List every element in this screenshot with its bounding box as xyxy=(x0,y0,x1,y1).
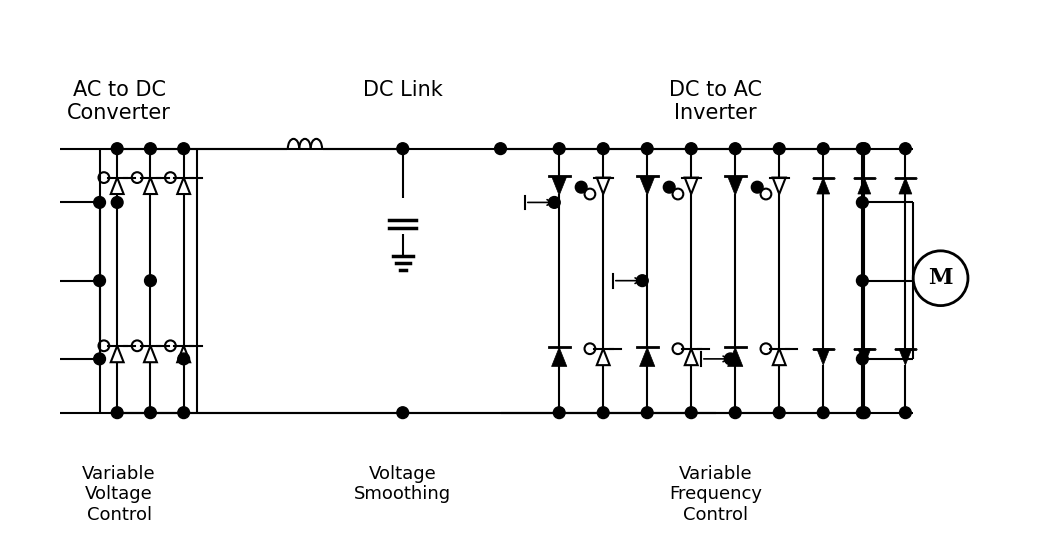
Circle shape xyxy=(495,143,506,155)
Circle shape xyxy=(145,143,156,155)
Circle shape xyxy=(553,143,565,155)
Circle shape xyxy=(145,407,156,418)
Circle shape xyxy=(899,143,912,155)
Circle shape xyxy=(111,143,123,155)
Circle shape xyxy=(636,275,649,287)
Circle shape xyxy=(856,407,868,418)
Circle shape xyxy=(685,407,697,418)
Circle shape xyxy=(773,143,785,155)
Circle shape xyxy=(93,353,106,365)
Circle shape xyxy=(724,353,736,365)
Polygon shape xyxy=(816,349,830,365)
Polygon shape xyxy=(639,347,655,366)
Text: Variable
Voltage
Control: Variable Voltage Control xyxy=(83,465,156,524)
Circle shape xyxy=(111,407,123,418)
Text: AC to DC
Converter: AC to DC Converter xyxy=(67,80,171,124)
Circle shape xyxy=(597,407,609,418)
Circle shape xyxy=(145,275,156,287)
Circle shape xyxy=(93,275,106,287)
Circle shape xyxy=(93,197,106,208)
Circle shape xyxy=(397,407,409,418)
Text: M: M xyxy=(929,267,953,289)
Circle shape xyxy=(178,353,190,365)
Circle shape xyxy=(397,143,409,155)
Circle shape xyxy=(597,143,609,155)
Circle shape xyxy=(856,353,868,365)
Text: Variable
Frequency
Control: Variable Frequency Control xyxy=(670,465,762,524)
Circle shape xyxy=(641,407,653,418)
Circle shape xyxy=(685,143,697,155)
Polygon shape xyxy=(899,178,912,194)
Circle shape xyxy=(773,407,785,418)
Polygon shape xyxy=(858,349,871,365)
Polygon shape xyxy=(816,178,830,194)
Polygon shape xyxy=(639,176,655,195)
Polygon shape xyxy=(551,176,567,195)
Circle shape xyxy=(856,143,868,155)
Circle shape xyxy=(856,197,868,208)
Circle shape xyxy=(856,275,868,287)
Polygon shape xyxy=(727,176,743,195)
Text: DC Link: DC Link xyxy=(363,80,442,100)
Polygon shape xyxy=(727,347,743,366)
Circle shape xyxy=(178,143,190,155)
Circle shape xyxy=(575,182,587,193)
Circle shape xyxy=(751,182,763,193)
Circle shape xyxy=(817,143,829,155)
Circle shape xyxy=(553,407,565,418)
Circle shape xyxy=(729,143,741,155)
Circle shape xyxy=(817,407,829,418)
Circle shape xyxy=(111,197,123,208)
Circle shape xyxy=(178,407,190,418)
Polygon shape xyxy=(551,347,567,366)
Circle shape xyxy=(641,143,653,155)
Circle shape xyxy=(899,407,912,418)
Circle shape xyxy=(548,197,561,208)
Circle shape xyxy=(729,407,741,418)
Text: DC to AC
Inverter: DC to AC Inverter xyxy=(670,80,762,124)
Circle shape xyxy=(858,407,870,418)
Polygon shape xyxy=(899,349,912,365)
Circle shape xyxy=(858,143,870,155)
Circle shape xyxy=(663,182,675,193)
Polygon shape xyxy=(858,178,871,194)
Text: Voltage
Smoothing: Voltage Smoothing xyxy=(354,465,452,503)
